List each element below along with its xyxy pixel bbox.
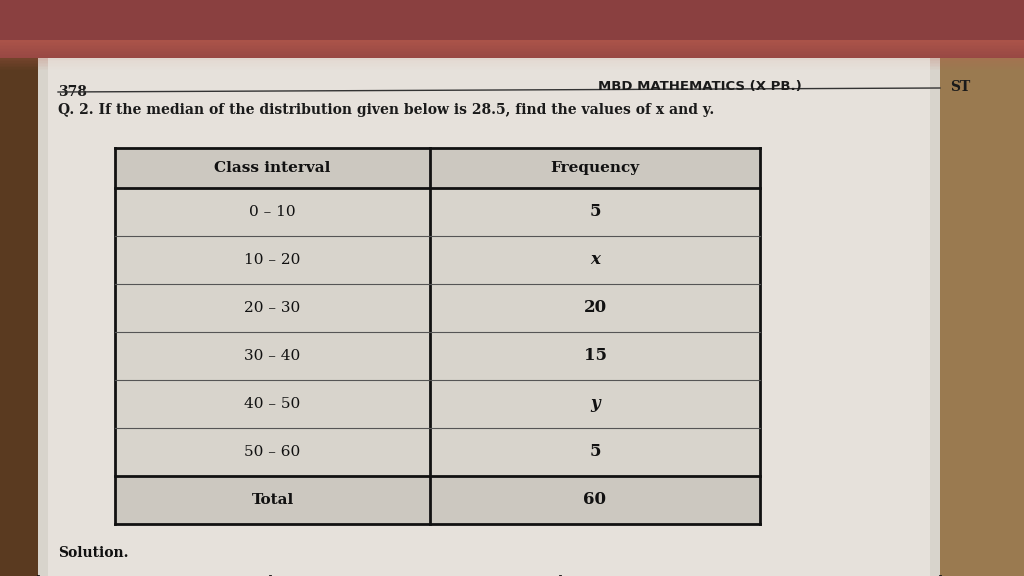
Bar — [0, 47, 1024, 49]
Text: 15: 15 — [584, 347, 606, 365]
Text: x: x — [590, 252, 600, 268]
Bar — [0, 54, 1024, 55]
Text: 50 – 60: 50 – 60 — [245, 445, 301, 459]
Text: ST: ST — [950, 80, 970, 94]
Bar — [0, 55, 1024, 56]
Text: Solution.: Solution. — [58, 546, 128, 560]
Text: 378: 378 — [58, 85, 87, 99]
Bar — [0, 0, 1024, 58]
Text: 0 – 10: 0 – 10 — [249, 205, 296, 219]
Text: 5: 5 — [589, 203, 601, 221]
Bar — [0, 51, 1024, 52]
Bar — [0, 52, 1024, 54]
Bar — [0, 44, 1024, 46]
Bar — [0, 67, 1024, 69]
Bar — [48, 58, 930, 576]
Text: Q. 2. If the median of the distribution given below is 28.5, find the values of : Q. 2. If the median of the distribution … — [58, 103, 715, 117]
Bar — [0, 63, 1024, 64]
Bar — [0, 56, 1024, 58]
Bar — [0, 61, 1024, 63]
Text: 30 – 40: 30 – 40 — [245, 349, 301, 363]
Bar — [0, 0, 38, 576]
Text: Total: Total — [251, 493, 294, 507]
Text: Class interval: Class interval — [214, 161, 331, 175]
Text: Frequency: Frequency — [551, 161, 640, 175]
Bar — [38, 55, 940, 576]
Bar — [115, 148, 760, 188]
Bar — [48, 60, 930, 576]
Bar — [0, 49, 1024, 51]
Text: MBD MATHEMATICS (X PB.): MBD MATHEMATICS (X PB.) — [598, 80, 802, 93]
Bar — [940, 0, 1024, 576]
Bar — [0, 40, 1024, 41]
Bar — [0, 59, 1024, 61]
Bar — [115, 476, 760, 524]
Text: 60: 60 — [584, 491, 606, 509]
Bar — [115, 148, 760, 524]
Text: 5: 5 — [589, 444, 601, 460]
Bar — [0, 64, 1024, 66]
Bar — [0, 46, 1024, 47]
Bar — [0, 69, 1024, 70]
Text: y: y — [590, 396, 600, 412]
Bar — [0, 41, 1024, 43]
Bar — [0, 43, 1024, 44]
Bar — [0, 58, 1024, 59]
Text: 20 – 30: 20 – 30 — [245, 301, 301, 315]
Text: 10 – 20: 10 – 20 — [245, 253, 301, 267]
Text: 20: 20 — [584, 300, 606, 316]
Bar — [0, 66, 1024, 67]
Text: 40 – 50: 40 – 50 — [245, 397, 301, 411]
